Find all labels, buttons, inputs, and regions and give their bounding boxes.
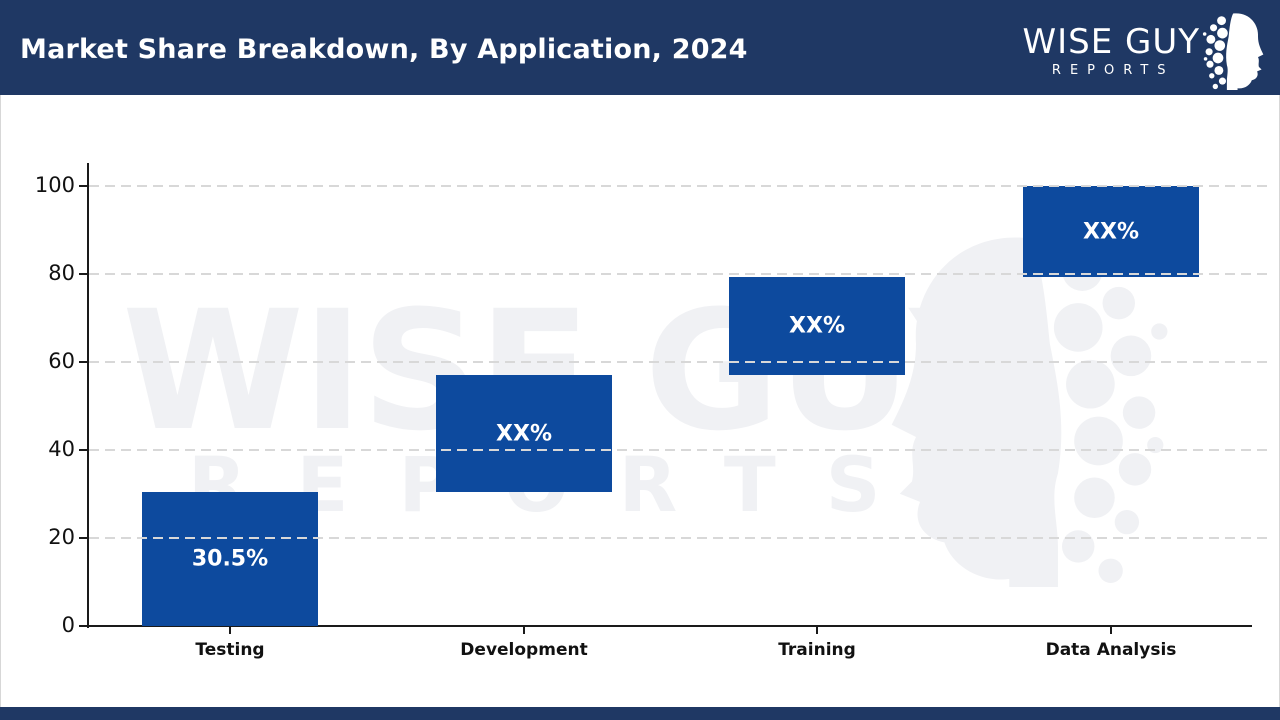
page-title: Market Share Breakdown, By Application, … <box>20 34 748 65</box>
x-axis-category-label: Training <box>778 640 856 660</box>
logo-wordmark: WISE GUY <box>1022 22 1200 62</box>
y-tick-label: 20 <box>48 525 75 549</box>
y-tick-label: 60 <box>48 349 75 373</box>
bar-value-label: XX% <box>789 313 845 339</box>
x-axis-category-label: Data Analysis <box>1045 640 1177 660</box>
y-tick-label: 80 <box>48 261 75 285</box>
y-tick-label: 100 <box>34 173 75 197</box>
y-tick-label: 0 <box>61 613 75 637</box>
x-tick-mark <box>1110 626 1112 634</box>
bar-value-label: 30.5% <box>191 546 269 572</box>
y-tick-mark <box>79 185 87 187</box>
gridline <box>89 273 1270 275</box>
y-axis-line <box>87 163 89 628</box>
footer-band <box>0 707 1280 720</box>
y-tick-mark <box>79 537 87 539</box>
gridline <box>89 537 1270 539</box>
x-tick-mark <box>229 626 231 634</box>
bar-development <box>436 375 612 492</box>
gridline <box>89 185 1270 187</box>
y-tick-mark <box>79 625 87 627</box>
bar-value-label: XX% <box>496 421 552 446</box>
bar-testing <box>142 491 318 626</box>
gridline <box>89 449 1270 451</box>
y-tick-label: 40 <box>48 437 75 461</box>
logo-reports-text: REPORTS <box>1051 63 1175 78</box>
header-band: Market Share Breakdown, By Application, … <box>0 0 1280 95</box>
x-axis-line <box>87 625 1252 627</box>
y-tick-mark <box>79 273 87 275</box>
gridline <box>89 361 1270 363</box>
x-axis-category-label: Development <box>460 640 588 660</box>
watermark-head-icon <box>891 237 1168 587</box>
bar-data-analysis <box>1023 186 1199 278</box>
y-tick-mark <box>79 361 87 363</box>
wise-guy-logo: WISE GUY REPORTS <box>996 6 1266 92</box>
bar-value-label: XX% <box>1083 219 1139 245</box>
x-tick-mark <box>523 626 525 634</box>
bar-training <box>729 277 905 376</box>
x-axis-category-label: Testing <box>195 640 265 660</box>
y-tick-mark <box>79 449 87 451</box>
logo-head-icon <box>1202 13 1264 90</box>
x-tick-mark <box>816 626 818 634</box>
